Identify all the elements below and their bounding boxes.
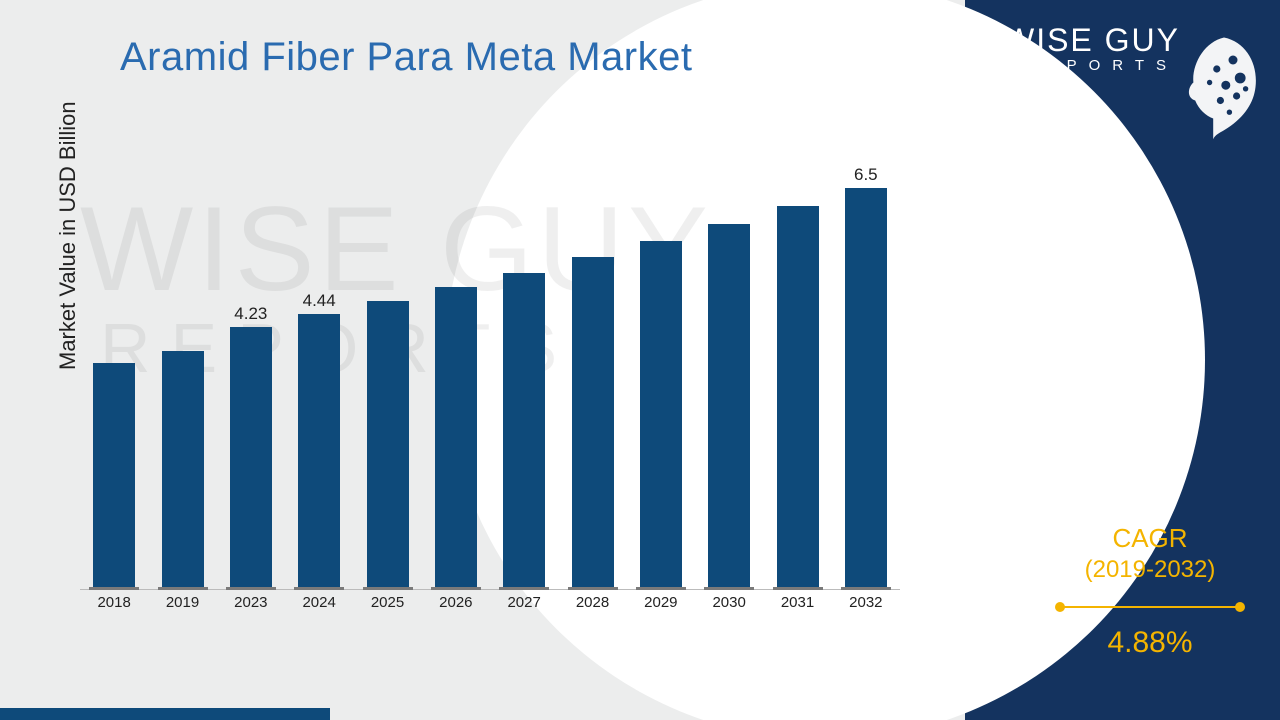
bar-base bbox=[294, 587, 344, 590]
cagr-block: CAGR (2019-2032) 4.88% bbox=[1020, 523, 1280, 660]
bar-base bbox=[499, 587, 549, 590]
bar-slot: 6.5 bbox=[832, 160, 900, 590]
x-tick-label: 2025 bbox=[371, 594, 404, 611]
bar-slot: 4.44 bbox=[285, 160, 353, 590]
x-tick-label: 2018 bbox=[97, 594, 130, 611]
cagr-divider bbox=[1060, 606, 1240, 608]
x-tick-label: 2032 bbox=[849, 594, 882, 611]
x-axis: 2018 2019 2023 2024 2025 2026 2027 2028 2029 2030… bbox=[80, 594, 900, 624]
x-tick-label: 2023 bbox=[234, 594, 267, 611]
y-axis-label: Market Value in USD Billion bbox=[55, 101, 81, 370]
bar-base bbox=[568, 587, 618, 590]
bar-slot bbox=[422, 160, 490, 590]
bar bbox=[367, 301, 409, 587]
bar-base bbox=[773, 587, 823, 590]
bar bbox=[298, 314, 340, 587]
bar-slot bbox=[80, 160, 148, 590]
bar-slot bbox=[354, 160, 422, 590]
x-tick-label: 2027 bbox=[507, 594, 540, 611]
x-tick-label: 2026 bbox=[439, 594, 472, 611]
bar bbox=[503, 273, 545, 588]
bar bbox=[572, 257, 614, 587]
bar bbox=[435, 287, 477, 587]
bar-value-label: 4.23 bbox=[234, 304, 267, 324]
bar-chart-plot: 4.23 4.44 6.5 bbox=[80, 160, 900, 590]
logo-line2: REPORTS bbox=[1004, 57, 1180, 74]
chart-title: Aramid Fiber Para Meta Market bbox=[120, 35, 692, 80]
bar-slot bbox=[695, 160, 763, 590]
bar-value-label: 6.5 bbox=[854, 165, 878, 185]
bar bbox=[708, 224, 750, 587]
bar-slot bbox=[149, 160, 217, 590]
bar-base bbox=[841, 587, 891, 590]
bottom-strip bbox=[0, 708, 330, 720]
x-tick-label: 2029 bbox=[644, 594, 677, 611]
brand-logo: WISE GUY REPORTS bbox=[1004, 22, 1250, 74]
x-tick-label: 2024 bbox=[302, 594, 335, 611]
bar bbox=[640, 241, 682, 587]
x-tick-label: 2028 bbox=[576, 594, 609, 611]
bar-base bbox=[158, 587, 208, 590]
x-tick-label: 2030 bbox=[712, 594, 745, 611]
bar-slot bbox=[490, 160, 558, 590]
x-tick-label: 2019 bbox=[166, 594, 199, 611]
bar-base bbox=[704, 587, 754, 590]
cagr-range: (2019-2032) bbox=[1020, 556, 1280, 584]
bar-slot bbox=[559, 160, 627, 590]
bar-base bbox=[89, 587, 139, 590]
stage: WISE GUY REPORTS Aramid Fiber Para Meta … bbox=[0, 0, 1280, 720]
bar bbox=[777, 206, 819, 587]
cagr-label: CAGR bbox=[1020, 523, 1280, 554]
bar-slot bbox=[764, 160, 832, 590]
bar-base bbox=[431, 587, 481, 590]
bar bbox=[230, 327, 272, 587]
x-tick-label: 2031 bbox=[781, 594, 814, 611]
bar bbox=[93, 363, 135, 587]
bar-base bbox=[636, 587, 686, 590]
cagr-value: 4.88% bbox=[1020, 626, 1280, 660]
logo-line1: WISE GUY bbox=[1004, 22, 1180, 59]
bar-base bbox=[363, 587, 413, 590]
bar bbox=[162, 351, 204, 588]
bar-value-label: 4.44 bbox=[303, 291, 336, 311]
bar-base bbox=[226, 587, 276, 590]
bar-slot: 4.23 bbox=[217, 160, 285, 590]
bar-slot bbox=[627, 160, 695, 590]
bar bbox=[845, 188, 887, 587]
